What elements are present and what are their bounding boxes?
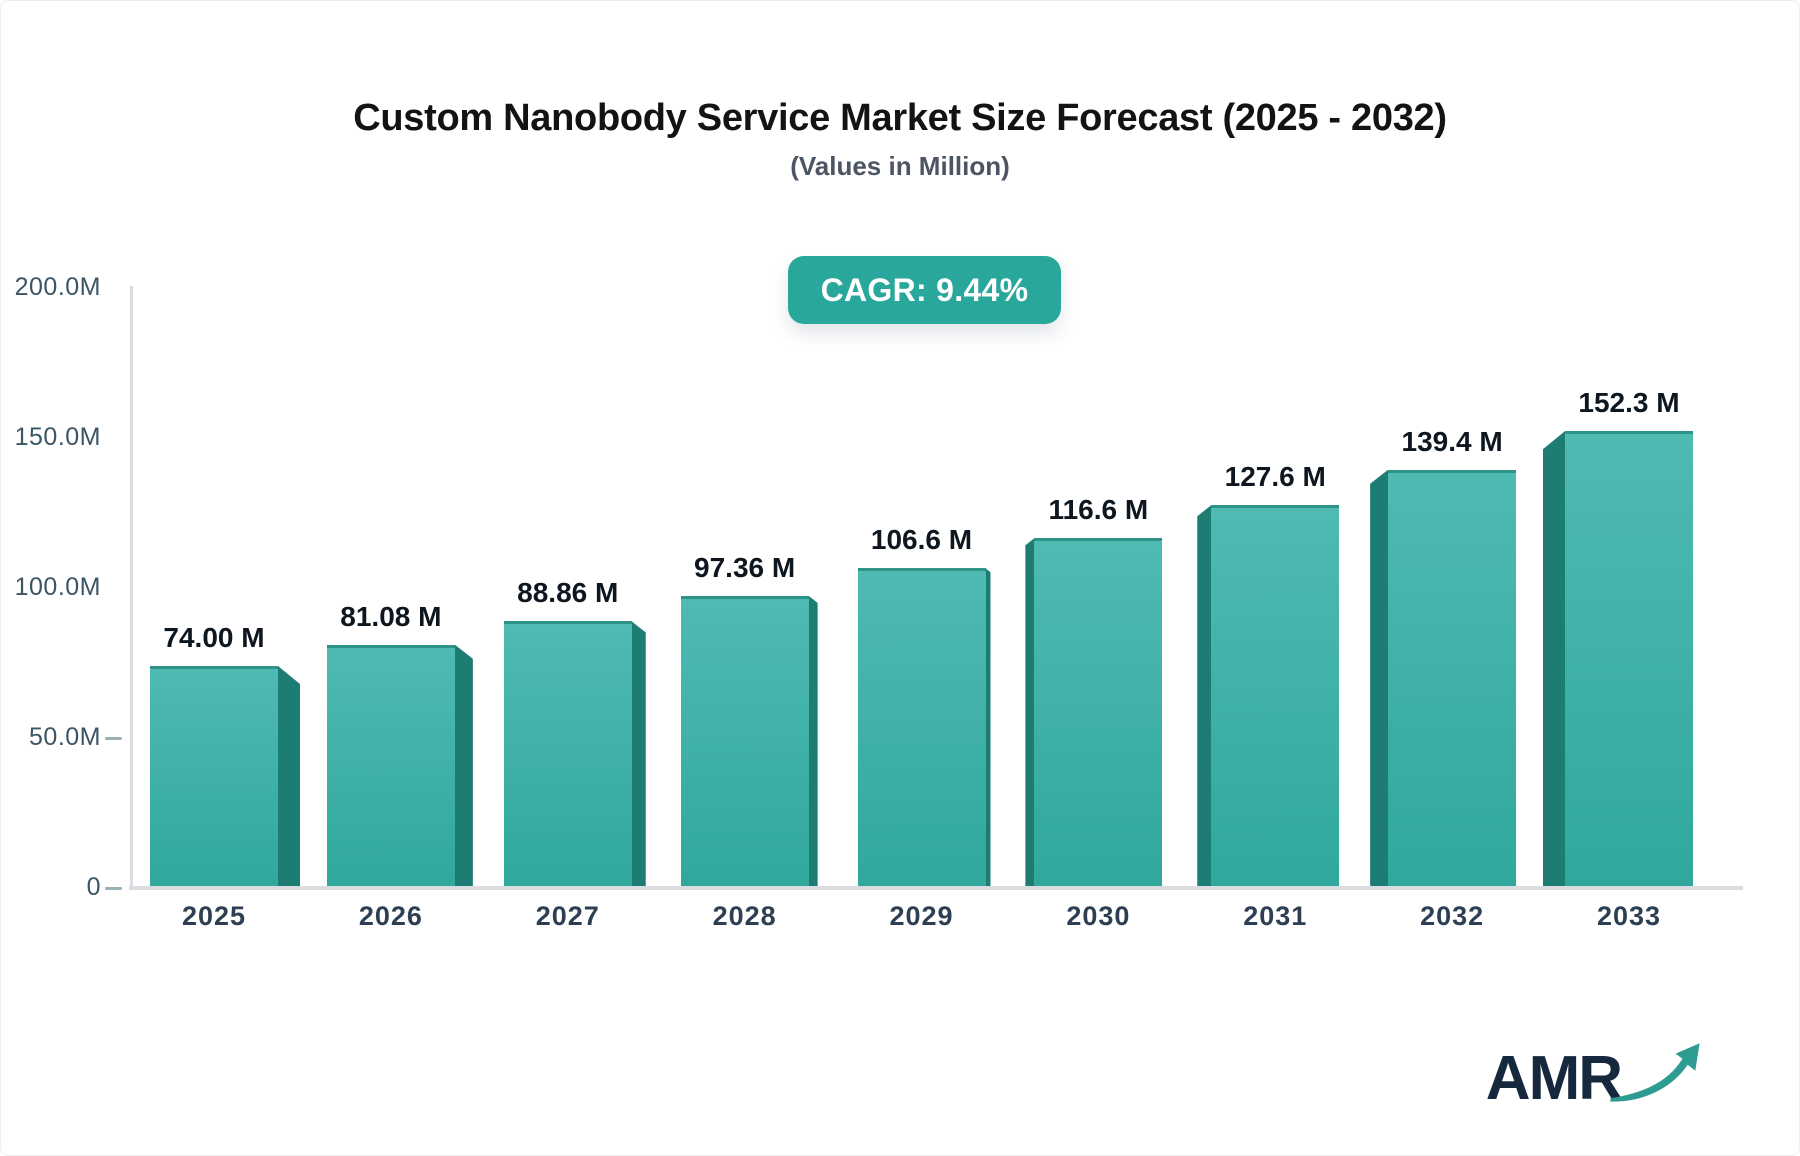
y-axis-line <box>130 286 133 888</box>
cagr-badge-label: CAGR: 9.44% <box>820 271 1029 308</box>
bar-side-face <box>1025 538 1035 889</box>
bar-face <box>1211 505 1340 889</box>
y-axis-tick-mark <box>105 737 122 740</box>
bar-face <box>1388 469 1517 889</box>
x-axis-label-2029: 2029 <box>889 901 954 931</box>
bar-face <box>1565 431 1693 889</box>
x-axis-label-2033: 2033 <box>1596 901 1662 931</box>
bar-value-label: 88.86 M <box>517 577 619 609</box>
y-axis-tick-label: 100.0M <box>14 573 101 601</box>
x-axis-label-2026: 2026 <box>358 901 423 931</box>
bar-side-face <box>1197 505 1212 889</box>
bar-side-face <box>1370 469 1389 889</box>
amr-logo-text: AMR <box>1485 1044 1623 1114</box>
bar-side-face <box>1543 431 1565 889</box>
bar-face <box>503 621 632 889</box>
bar-value-label: 81.08 M <box>340 600 442 632</box>
y-axis-tick-label: 200.0M <box>14 273 101 301</box>
bar-face <box>857 568 986 889</box>
bar-side-face <box>454 644 473 889</box>
chart-title: Custom Nanobody Service Market Size Fore… <box>353 97 1447 139</box>
bar-face <box>326 644 455 889</box>
x-axis-label-2030: 2030 <box>1066 901 1131 931</box>
x-axis-line <box>129 886 1743 890</box>
bar-face <box>1034 538 1163 889</box>
y-axis-tick-label: 50.0M <box>29 723 101 751</box>
bar-value-label: 152.3 M <box>1578 387 1680 419</box>
x-axis-label-2028: 2028 <box>712 901 777 931</box>
x-axis-label-2032: 2032 <box>1420 901 1485 931</box>
bar-value-label: 106.6 M <box>870 524 973 556</box>
bar-face <box>680 595 809 889</box>
bar-side-face <box>985 568 991 889</box>
x-axis-label-2031: 2031 <box>1243 901 1308 931</box>
x-axis-label-2027: 2027 <box>535 901 600 931</box>
bar-side-face <box>278 666 300 889</box>
bar-side-face <box>808 595 818 889</box>
y-axis-tick-mark <box>105 887 122 890</box>
bar-value-label: 116.6 M <box>1048 494 1149 526</box>
growth-arrow-icon <box>1610 1043 1700 1102</box>
amr-logo: AMR <box>1485 1039 1703 1114</box>
y-axis-tick-label: 150.0M <box>14 423 101 451</box>
bar-value-label: 127.6 M <box>1224 461 1326 493</box>
bar-face <box>150 666 278 889</box>
bar-value-label: 74.00 M <box>163 622 265 653</box>
x-axis-label-2025: 2025 <box>181 901 247 931</box>
cagr-badge: CAGR: 9.44% <box>788 256 1061 324</box>
bar-side-face <box>631 621 646 889</box>
bar-value-label: 139.4 M <box>1401 425 1503 457</box>
bar-value-label: 97.36 M <box>694 551 796 583</box>
y-axis-tick-label: 0 <box>86 873 101 901</box>
chart-subtitle: (Values in Million) <box>790 151 1010 181</box>
